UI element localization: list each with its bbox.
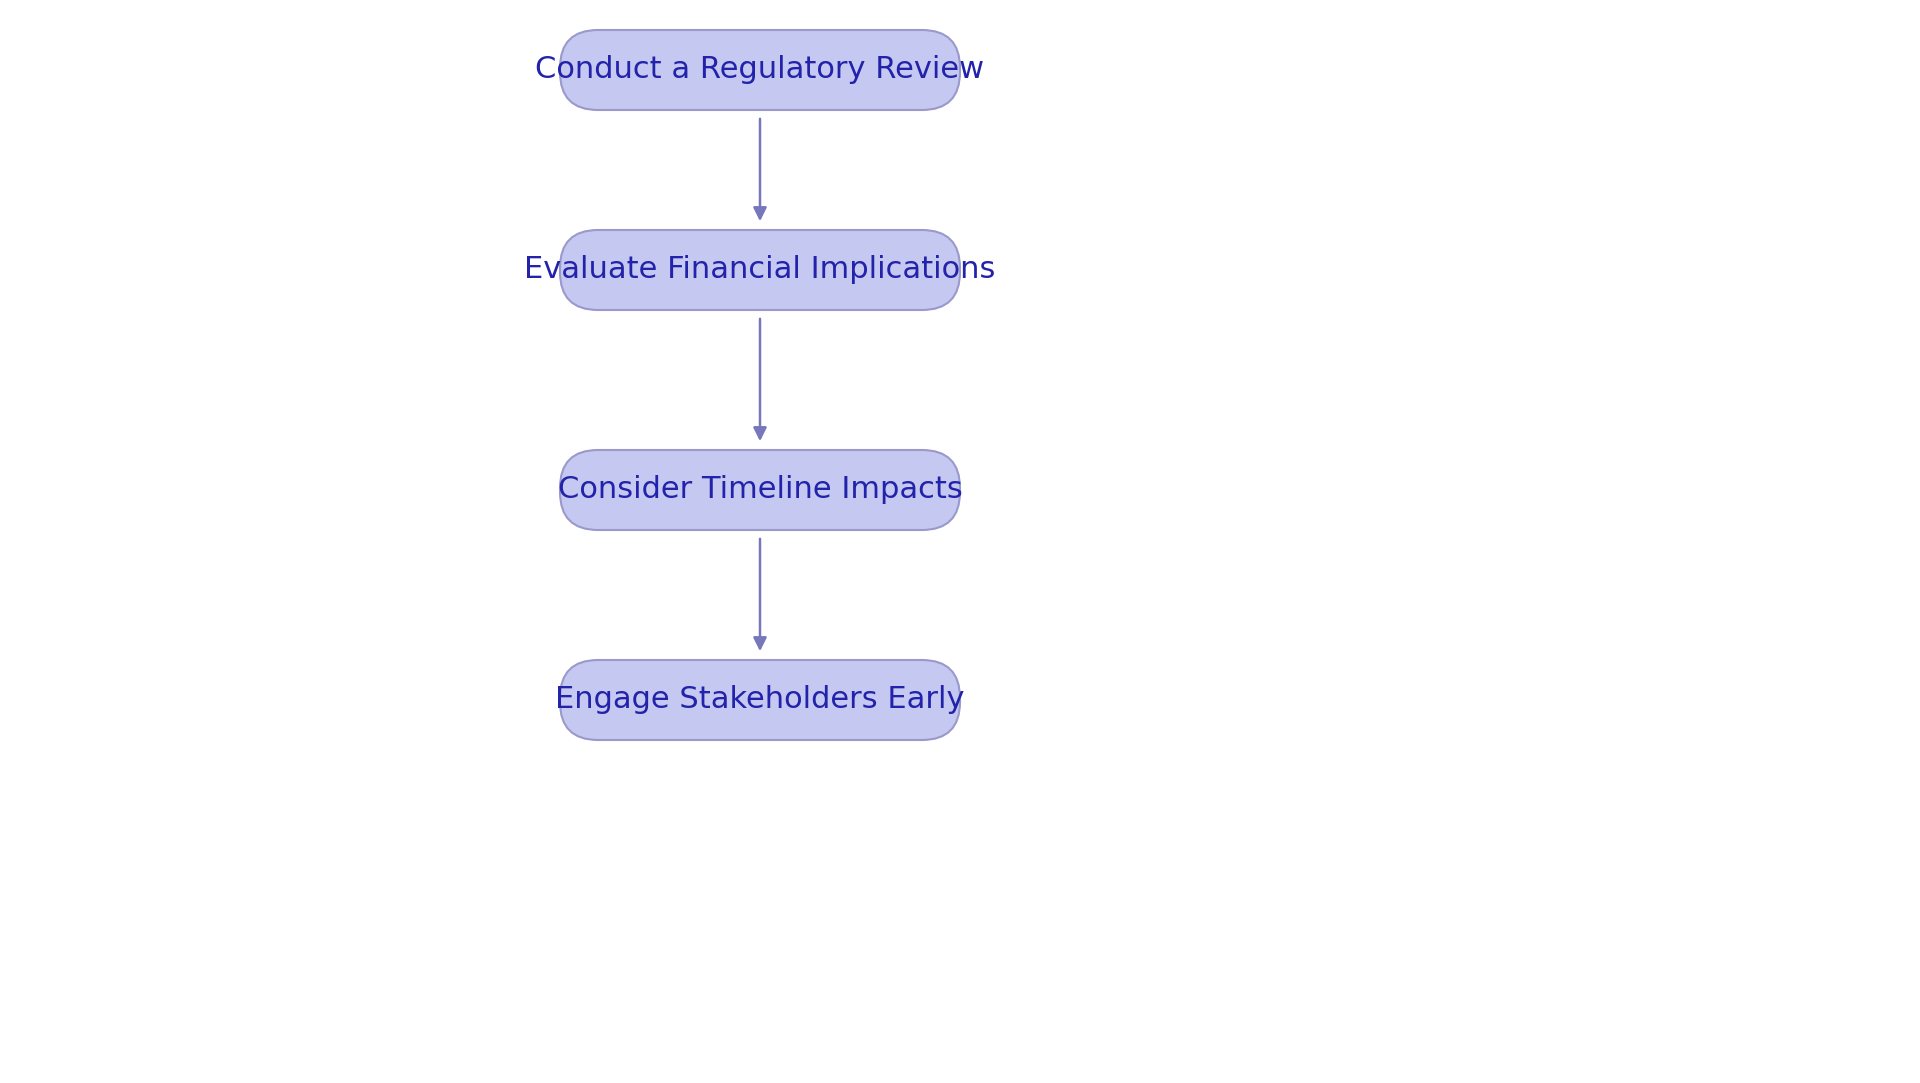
FancyBboxPatch shape	[561, 660, 960, 740]
FancyBboxPatch shape	[561, 30, 960, 110]
Text: Conduct a Regulatory Review: Conduct a Regulatory Review	[536, 55, 985, 84]
FancyBboxPatch shape	[561, 451, 960, 530]
Text: Engage Stakeholders Early: Engage Stakeholders Early	[555, 686, 964, 715]
FancyBboxPatch shape	[561, 230, 960, 310]
Text: Evaluate Financial Implications: Evaluate Financial Implications	[524, 256, 996, 285]
Text: Consider Timeline Impacts: Consider Timeline Impacts	[557, 475, 962, 505]
